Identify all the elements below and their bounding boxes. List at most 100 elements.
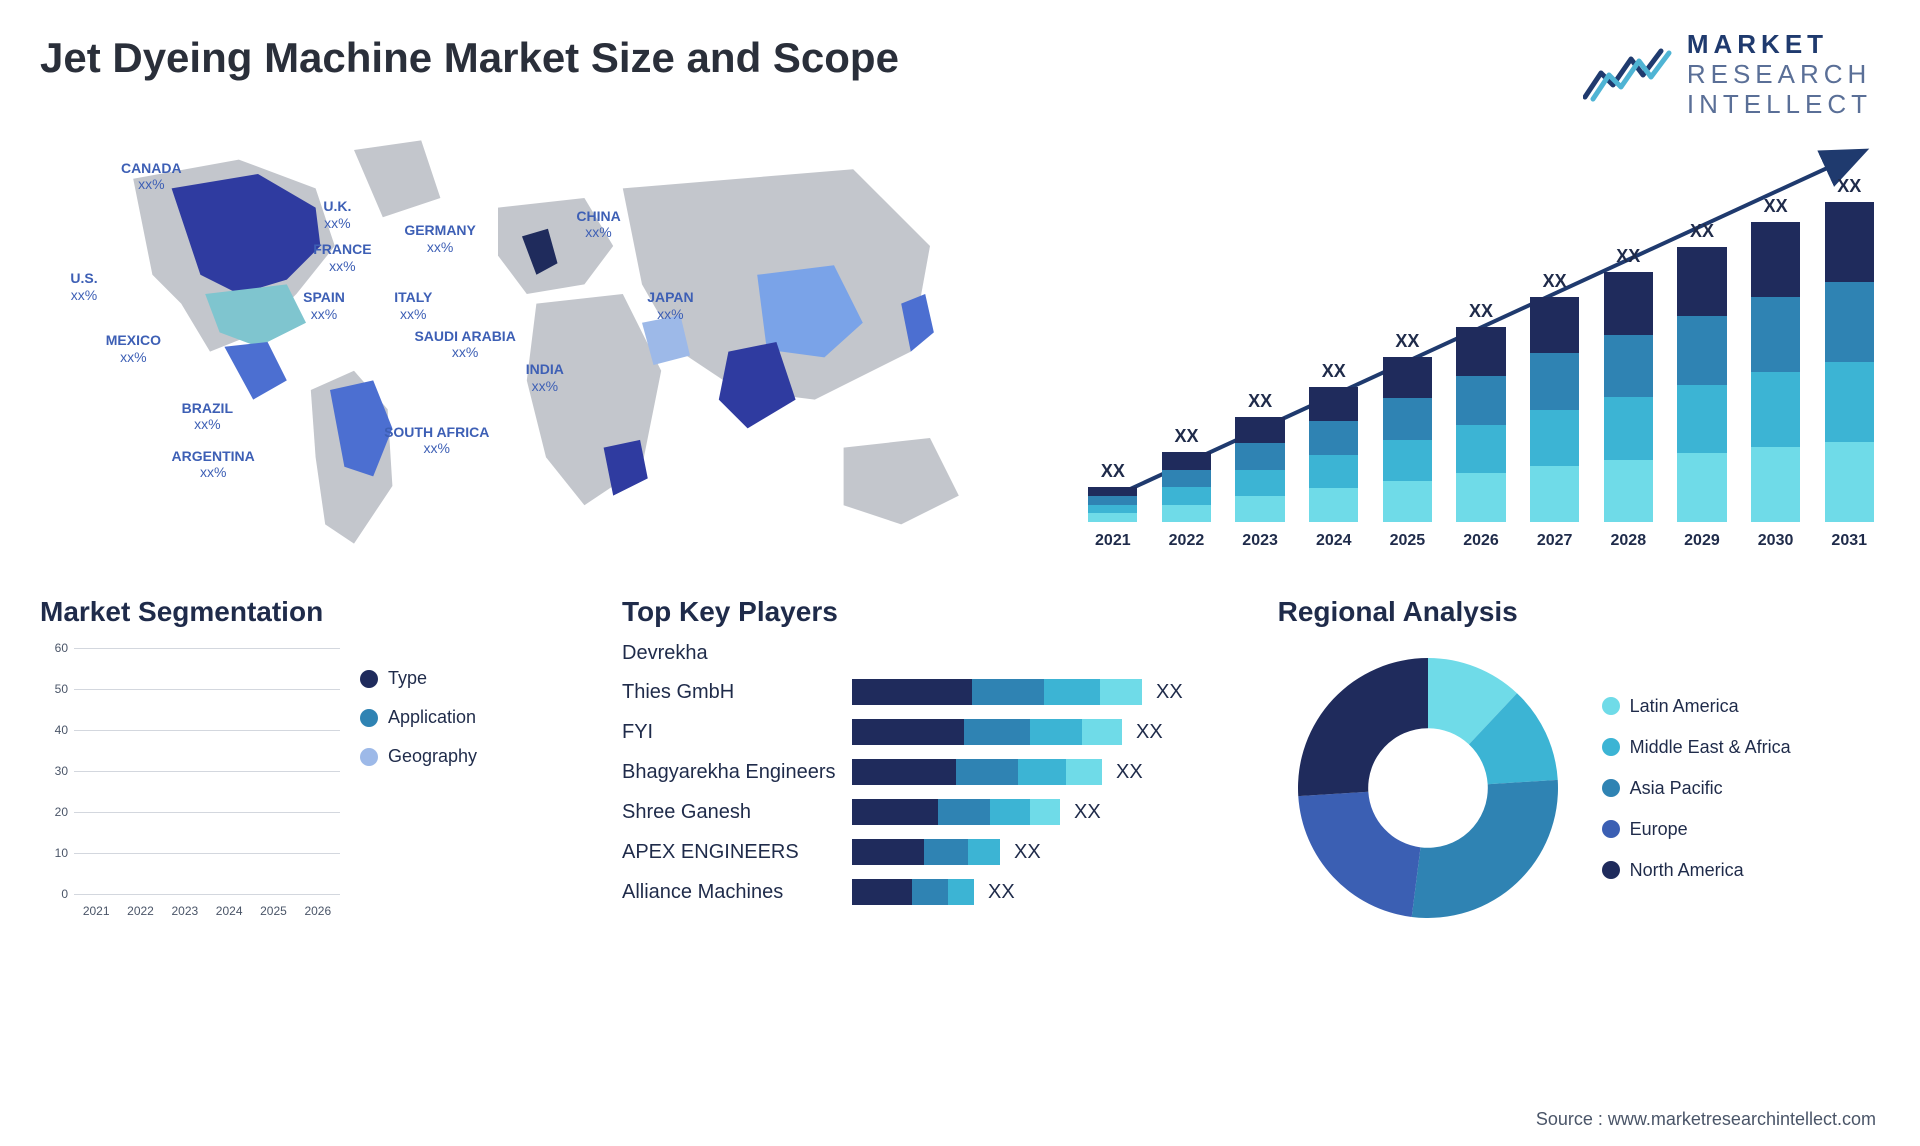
regional-legend-item: Europe [1602,819,1791,840]
key-player-value: XX [1074,801,1101,824]
key-player-bar-segment [956,759,1018,785]
growth-bar [1677,247,1726,522]
growth-bar-segment [1309,455,1358,489]
regional-legend-item: North America [1602,860,1791,881]
map-label: ITALYxx% [394,289,432,323]
key-player-bar [852,759,1102,785]
key-player-row: FYIXX [622,719,1248,745]
growth-bar-segment [1162,487,1211,505]
legend-label: Asia Pacific [1630,778,1723,799]
growth-column: XX [1597,272,1659,522]
key-player-value: XX [1116,761,1143,784]
key-player-bar-wrap: XX [852,839,1248,865]
growth-column: XX [1229,417,1291,522]
key-player-row: APEX ENGINEERSXX [622,839,1248,865]
growth-bar-segment [1604,335,1653,398]
growth-x-label: 2023 [1229,532,1291,550]
key-player-bar [852,879,974,905]
world-map: CANADAxx%U.S.xx%MEXICOxx%BRAZILxx%ARGENT… [40,102,1052,582]
growth-bar-segment [1825,282,1874,362]
donut-slice [1298,658,1428,796]
logo-mark-icon [1583,45,1673,105]
map-label: FRANCExx% [313,241,371,275]
growth-column: XX [1303,387,1365,522]
growth-bar-segment [1383,440,1432,481]
legend-label: Europe [1630,819,1688,840]
key-player-bar-segment [938,799,990,825]
growth-bar-segment [1309,387,1358,421]
growth-column: XX [1671,247,1733,522]
growth-bar [1456,327,1505,522]
segmentation-ytick: 50 [40,682,68,696]
growth-x-label: 2029 [1671,532,1733,550]
key-player-name: Devrekha [622,642,842,665]
growth-bar-segment [1088,505,1137,514]
key-player-bar-segment [852,879,912,905]
growth-bar-segment [1235,470,1284,496]
key-player-value: XX [1156,681,1183,704]
key-player-bar-segment [852,719,964,745]
legend-swatch-icon [1602,861,1620,879]
key-player-bar-segment [852,799,938,825]
donut-slice [1411,780,1557,918]
key-player-bar [852,799,1060,825]
key-player-bar-wrap: XX [852,679,1248,705]
key-player-name: Shree Ganesh [622,801,842,824]
growth-column: XX [1082,487,1144,522]
growth-bar [1383,357,1432,522]
key-player-name: Bhagyarekha Engineers [622,761,842,784]
growth-column: XX [1745,222,1807,522]
growth-bar-segment [1751,372,1800,447]
bottom-row: Market Segmentation 0102030405060 202120… [40,592,1880,1022]
segmentation-x-label: 2025 [255,904,291,918]
regional-legend: Latin AmericaMiddle East & AfricaAsia Pa… [1602,696,1791,881]
key-player-bar-wrap: XX [852,799,1248,825]
key-player-bar-segment [972,679,1044,705]
segmentation-ytick: 10 [40,846,68,860]
top-row: CANADAxx%U.S.xx%MEXICOxx%BRAZILxx%ARGENT… [40,102,1880,582]
source-label: Source : www.marketresearchintellect.com [1536,1109,1876,1130]
growth-x-label: 2024 [1303,532,1365,550]
growth-bar-value: XX [1671,221,1733,242]
key-player-bar-segment [852,839,924,865]
growth-column: XX [1818,202,1880,522]
growth-bar [1235,417,1284,522]
key-player-row: Shree Ganesh XX [622,799,1248,825]
key-player-bar-segment [912,879,948,905]
growth-bar-segment [1677,316,1726,385]
growth-bar-segment [1530,466,1579,522]
legend-swatch-icon [1602,697,1620,715]
regional-panel: Regional Analysis Latin AmericaMiddle Ea… [1278,592,1885,1022]
growth-bar-segment [1530,410,1579,466]
key-player-bar-segment [1018,759,1066,785]
growth-bar-segment [1383,398,1432,439]
map-label: CANADAxx% [121,160,182,194]
map-label: MEXICOxx% [106,332,161,366]
legend-swatch-icon [1602,738,1620,756]
segmentation-x-label: 2023 [167,904,203,918]
growth-bar-value: XX [1524,271,1586,292]
key-player-bar-segment [990,799,1030,825]
growth-bar-segment [1309,488,1358,522]
key-player-bar-segment [968,839,1000,865]
growth-bar-value: XX [1156,426,1218,447]
segmentation-chart: 0102030405060 202120222023202420252026 [40,638,340,918]
legend-swatch-icon [1602,820,1620,838]
growth-x-label: 2027 [1524,532,1586,550]
segmentation-x-label: 2026 [300,904,336,918]
regional-legend-item: Latin America [1602,696,1791,717]
growth-bar-value: XX [1082,461,1144,482]
growth-bar-segment [1751,297,1800,372]
growth-column: XX [1524,297,1586,522]
map-label: SAUDI ARABIAxx% [414,328,515,362]
key-player-bar-segment [924,839,968,865]
key-players-panel: Top Key Players DevrekhaThies GmbHXXFYIX… [622,592,1248,1022]
segmentation-content: 0102030405060 202120222023202420252026 T… [40,638,592,918]
map-label: CHINAxx% [576,208,620,242]
growth-bar-segment [1825,442,1874,522]
key-player-bar-segment [964,719,1030,745]
growth-bar-segment [1383,357,1432,398]
growth-x-label: 2026 [1450,532,1512,550]
growth-bar [1530,297,1579,522]
key-player-name: FYI [622,721,842,744]
